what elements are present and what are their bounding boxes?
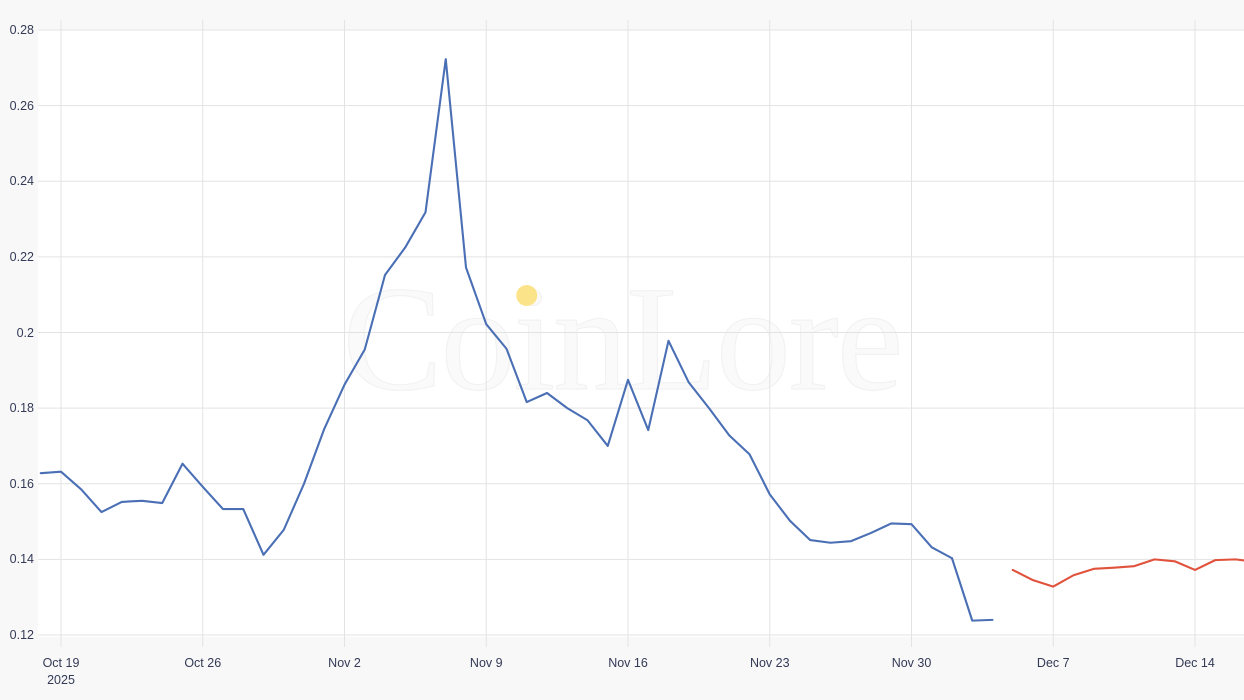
x-tick-label: Nov 2 — [328, 656, 361, 670]
x-tick-label: Nov 30 — [891, 656, 932, 670]
y-tick-label: 0.18 — [9, 401, 34, 416]
x-tick-label: Oct 19 2025 — [42, 656, 80, 687]
x-tick-label: Nov 16 — [608, 656, 648, 670]
y-tick-label: 0.24 — [9, 174, 34, 189]
x-tick-label: Oct 26 — [184, 656, 222, 670]
vertical-gridlines — [60, 20, 1196, 647]
annotation-markers[interactable] — [516, 284, 538, 306]
highlight-dot-marker[interactable] — [516, 284, 538, 306]
y-tick-label: 0.2 — [16, 325, 34, 340]
y-tick-label: 0.26 — [9, 98, 34, 113]
x-tick-label: Nov 9 — [469, 656, 503, 670]
x-tick-label: Dec 14 — [1175, 656, 1215, 670]
x-tick-label: Dec 7 — [1036, 656, 1070, 670]
y-tick-label: 0.14 — [9, 552, 34, 567]
plot-area — [38, 30, 1244, 637]
series-line — [1011, 558, 1244, 588]
y-tick-label: 0.22 — [9, 249, 34, 264]
data-series-group — [39, 58, 1244, 622]
x-axis-year-label: 2025 — [47, 673, 75, 687]
series-line — [39, 58, 954, 560]
y-tick-label: 0.16 — [9, 476, 34, 491]
y-tick-label: 0.28 — [9, 23, 34, 37]
horizontal-gridlines — [38, 29, 1244, 636]
x-tick-label: Nov 23 — [749, 656, 790, 670]
series-line — [950, 557, 994, 622]
y-tick-label: 0.12 — [9, 628, 34, 642]
